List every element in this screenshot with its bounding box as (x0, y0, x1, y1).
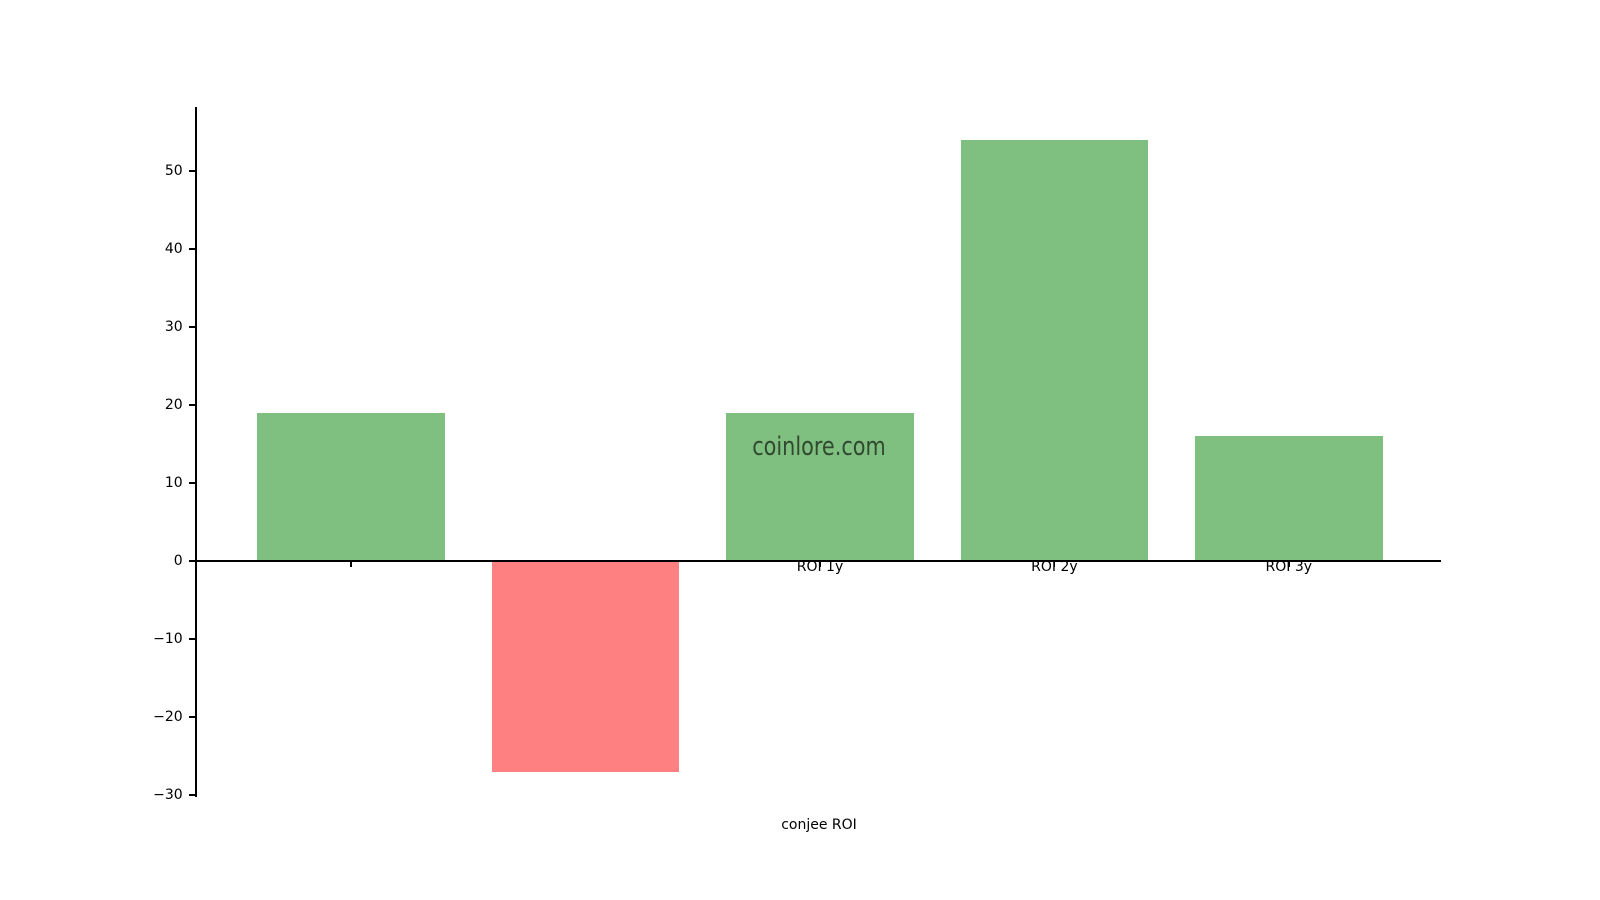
x-tick (1053, 561, 1056, 567)
y-tick (188, 638, 196, 640)
x-axis-line (195, 560, 1441, 562)
y-tick (188, 716, 196, 718)
y-tick (188, 326, 196, 328)
y-tick-label: −10 (153, 631, 183, 647)
x-tick-label: ROI 1y (796, 559, 844, 575)
y-tick (188, 482, 196, 484)
y-axis-line (195, 107, 197, 797)
y-tick (188, 170, 196, 172)
watermark-coinlore: coinlore.com (752, 432, 886, 462)
y-tick (188, 794, 196, 796)
bar-roi-2y (960, 139, 1149, 561)
bar-2 (491, 561, 680, 772)
y-tick-label: 20 (164, 397, 183, 413)
x-tick-label: ROI 3y (1265, 559, 1313, 575)
y-tick-label: 0 (173, 553, 183, 569)
x-tick (819, 561, 821, 567)
y-tick (188, 560, 196, 562)
x-tick (350, 561, 353, 567)
y-tick (188, 404, 196, 406)
bar-1 (257, 412, 445, 561)
y-tick-label: 40 (164, 241, 183, 257)
y-tick-label: −20 (153, 709, 183, 725)
y-tick-label: −30 (153, 787, 183, 803)
x-axis-title: conjee ROI (781, 817, 857, 833)
bar-roi-3y (1195, 436, 1383, 561)
x-tick-label: ROI 2y (1031, 559, 1078, 575)
bar-roi-1y (726, 412, 914, 561)
y-tick-label: 10 (164, 475, 183, 491)
y-tick (188, 248, 196, 250)
y-tick-label: 30 (164, 319, 183, 335)
x-tick (1287, 561, 1290, 567)
y-tick-label: 50 (164, 163, 183, 179)
